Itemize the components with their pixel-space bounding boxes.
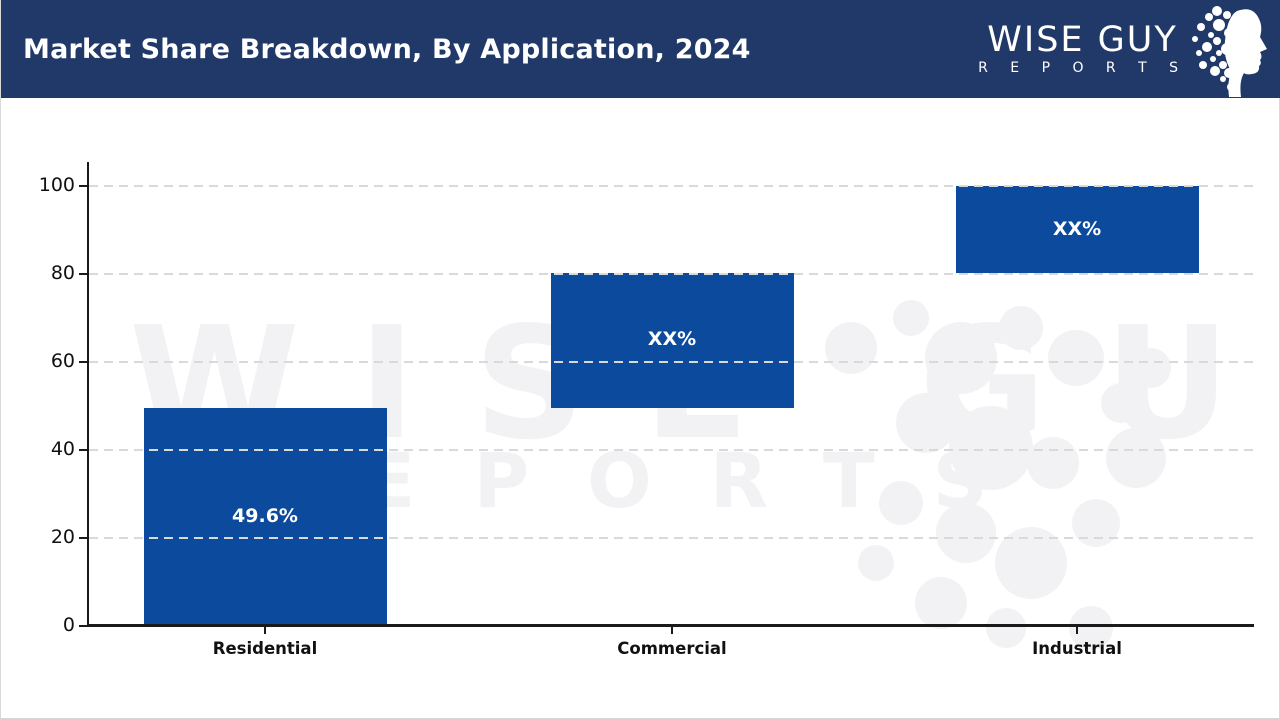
x-axis-tick <box>264 626 266 634</box>
x-axis-line <box>87 624 1254 627</box>
x-axis-tick <box>671 626 673 634</box>
wiseguy-face-icon <box>1192 6 1267 97</box>
x-axis-category-label: Industrial <box>1032 639 1122 658</box>
x-axis-tick <box>1076 626 1078 634</box>
wiseguy-logo-text: WISE GUY R E P O R T S <box>978 22 1187 76</box>
bar-value-label: XX% <box>1052 217 1102 240</box>
y-axis-tick-label: 40 <box>50 438 75 460</box>
gridline <box>89 185 1254 187</box>
bar-residential <box>143 407 387 626</box>
logo-wordmark: WISE GUY <box>987 20 1178 61</box>
bar-industrial <box>955 186 1199 274</box>
y-axis-tick <box>79 185 87 187</box>
y-axis-tick <box>79 273 87 275</box>
gridline <box>89 361 1254 363</box>
gridline <box>89 449 1254 451</box>
y-axis-tick <box>79 361 87 363</box>
gridline <box>89 537 1254 539</box>
waterfall-chart: WISE GUY REPORTS 02040608010049.6%Reside… <box>1 98 1280 718</box>
y-axis-tick <box>79 449 87 451</box>
y-axis-tick-label: 20 <box>50 526 75 548</box>
bar-commercial <box>550 273 794 408</box>
bar-value-label: 49.6% <box>232 504 298 527</box>
page-title: Market Share Breakdown, By Application, … <box>23 33 751 65</box>
watermark-face-dots <box>825 300 1171 650</box>
x-axis-category-label: Commercial <box>617 639 727 658</box>
y-axis-tick <box>79 625 87 627</box>
bar-value-label: XX% <box>647 328 697 351</box>
x-axis-category-label: Residential <box>212 639 318 658</box>
y-axis-tick <box>79 537 87 539</box>
y-axis-tick-label: 100 <box>38 174 75 196</box>
header-banner: Market Share Breakdown, By Application, … <box>1 0 1280 98</box>
y-axis-tick-label: 60 <box>50 350 75 372</box>
y-axis-tick-label: 0 <box>62 614 75 636</box>
y-axis-line <box>87 162 89 627</box>
gridline <box>89 273 1254 275</box>
logo-subtitle: R E P O R T S <box>978 59 1187 76</box>
wiseguy-logo: WISE GUY R E P O R T S <box>978 0 1271 98</box>
y-axis-tick-label: 80 <box>50 262 75 284</box>
